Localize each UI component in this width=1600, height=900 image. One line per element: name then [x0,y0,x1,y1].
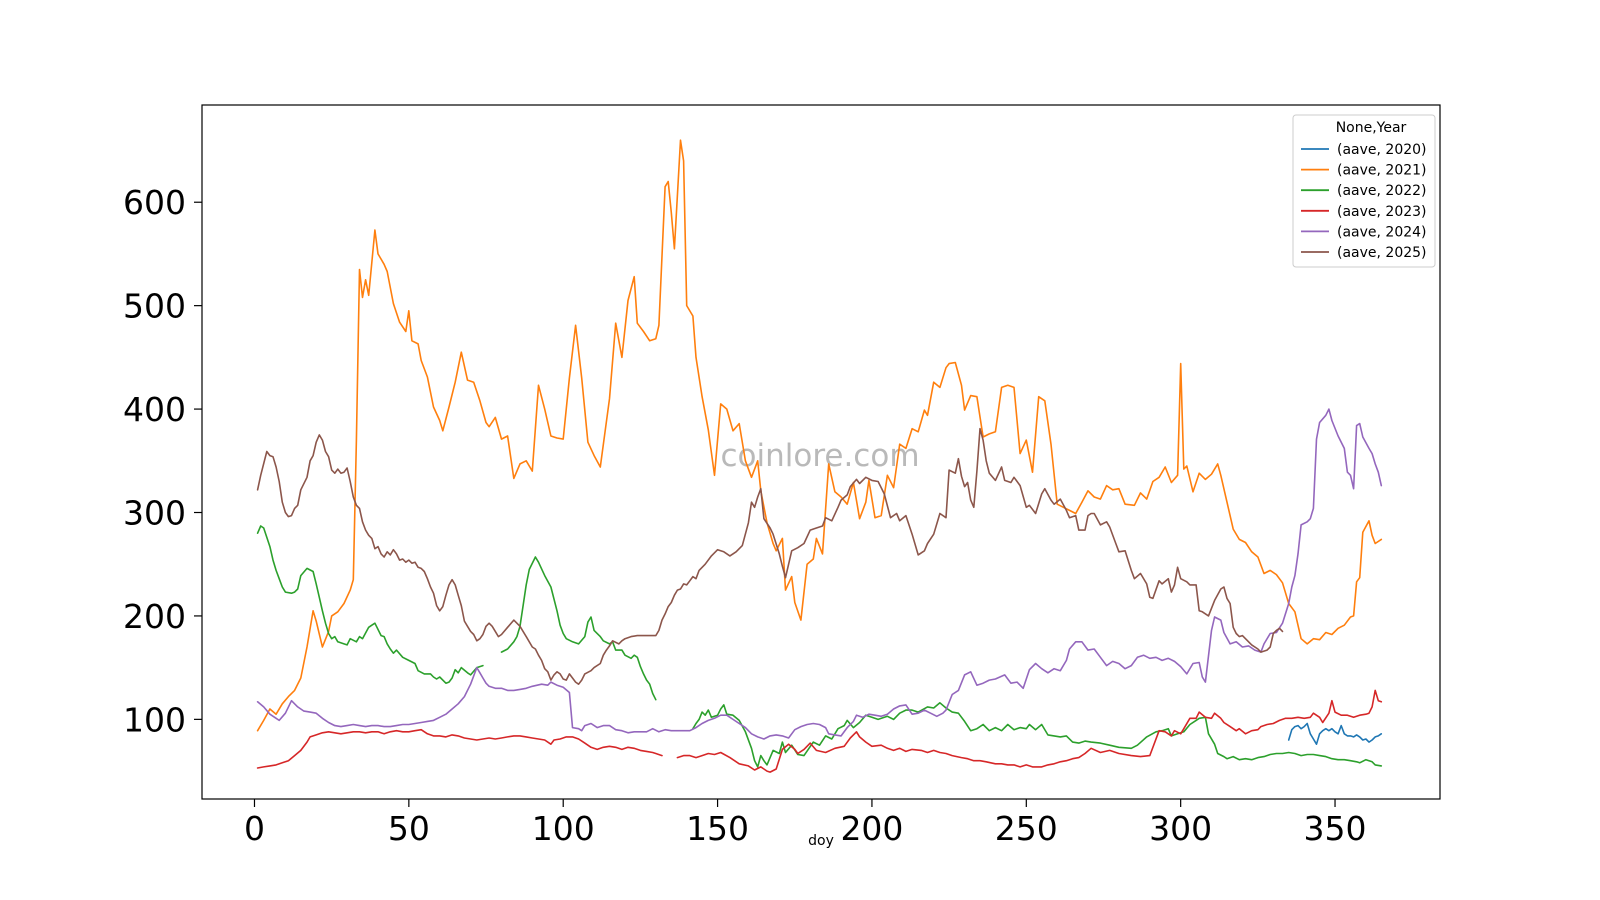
series-line--aave-2020- [1287,722,1383,746]
legend-label: (aave, 2023) [1337,204,1427,220]
series-line--aave-2023- [676,689,1383,773]
series-line--aave-2022- [256,525,484,685]
y-tick-label: 200 [123,597,186,636]
x-tick-label: 0 [244,809,265,848]
y-tick-label: 100 [123,700,186,739]
y-tick-label: 400 [123,390,186,429]
x-tick-label: 100 [532,809,595,848]
y-tick-label: 300 [123,494,186,533]
x-tick-label: 200 [840,809,903,848]
series-line--aave-2023- [256,728,663,769]
legend-label: (aave, 2024) [1337,224,1427,240]
x-tick-label: 350 [1304,809,1367,848]
series-line--aave-2025- [256,427,1284,686]
series-line--aave-2024- [256,408,1383,740]
y-tick-label: 500 [123,287,186,326]
y-tick-label: 600 [123,183,186,222]
series-line--aave-2022- [500,556,657,701]
legend-label: (aave, 2020) [1337,142,1427,158]
legend-box [1292,114,1436,268]
legend-label: (aave, 2021) [1337,163,1427,179]
watermark-text: coinlore.com [720,438,919,474]
x-tick-label: 150 [686,809,749,848]
x-tick-label: 300 [1149,809,1212,848]
x-axis-label: doy [808,833,834,849]
legend-title: None,Year [1336,120,1407,136]
plot-area-frame [201,104,1441,800]
series-line--aave-2021- [256,139,1383,732]
x-tick-label: 50 [388,809,430,848]
legend-label: (aave, 2022) [1337,183,1427,199]
chart-content: 0 50 100 150 200 250 300 350 100 200 300 400 500 600 N… [123,114,1436,848]
series-line--aave-2022- [692,701,1383,768]
x-tick-label: 250 [995,809,1058,848]
legend-label: (aave, 2025) [1337,245,1427,261]
